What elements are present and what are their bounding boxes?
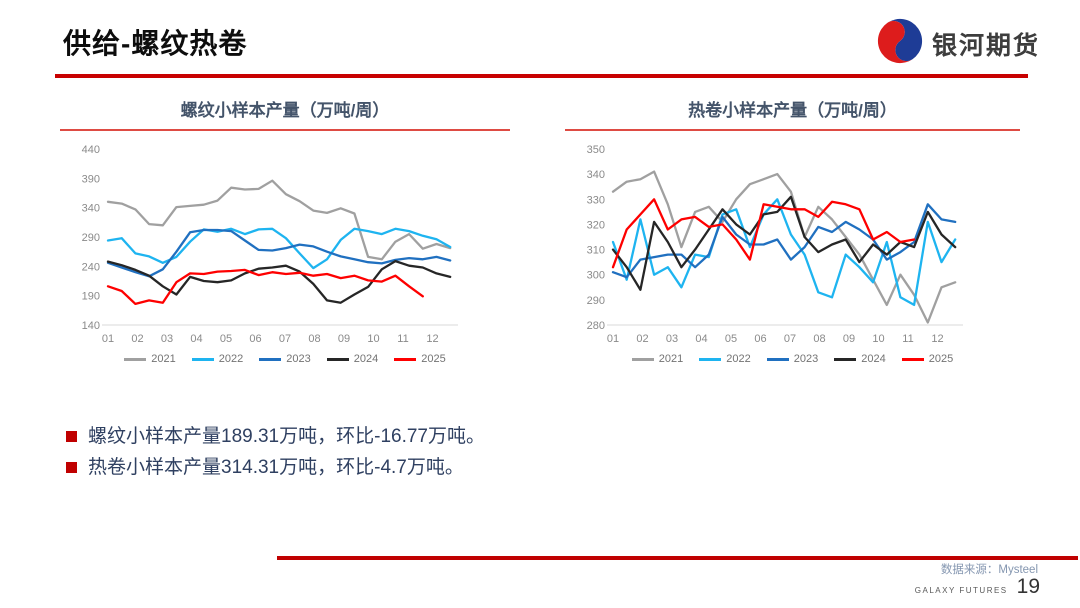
legend-label: 2022: [726, 353, 751, 365]
legend-line-swatch: [631, 357, 654, 361]
legend-item-2025: 2025: [901, 353, 954, 365]
svg-text:04: 04: [190, 333, 202, 345]
svg-text:07: 07: [784, 333, 796, 345]
svg-text:10: 10: [872, 333, 884, 345]
svg-text:280: 280: [587, 320, 605, 332]
legend-label: 2021: [658, 353, 684, 365]
legend-item-2021: 2021: [631, 353, 684, 365]
svg-text:05: 05: [725, 333, 737, 345]
svg-text:11: 11: [902, 333, 913, 345]
svg-text:300: 300: [587, 270, 605, 282]
svg-text:09: 09: [338, 333, 350, 345]
legend-line-swatch: [124, 357, 147, 361]
legend-item-2023: 2023: [259, 353, 311, 365]
svg-text:10: 10: [367, 333, 379, 345]
svg-text:01: 01: [102, 333, 114, 345]
svg-text:06: 06: [754, 333, 766, 345]
legend-item-2024: 2024: [834, 353, 886, 365]
galaxy-swirl-icon: [877, 18, 923, 69]
bullet-text: 热卷小样本产量314.31万吨，环比-4.7万吨。: [88, 457, 464, 478]
logo-text: 银河期货: [931, 31, 1040, 60]
svg-text:340: 340: [82, 203, 100, 215]
svg-text:140: 140: [82, 320, 100, 332]
svg-text:340: 340: [587, 169, 605, 181]
svg-text:08: 08: [813, 333, 825, 345]
legend-line-swatch: [901, 357, 924, 361]
svg-text:04: 04: [695, 333, 707, 345]
svg-text:09: 09: [843, 333, 855, 345]
legend-line-swatch: [699, 357, 722, 361]
takeaway-bullets: 螺纹小样本产量189.31万吨，环比-16.77万吨。 热卷小样本产量314.3…: [66, 421, 485, 483]
svg-text:330: 330: [587, 194, 605, 206]
legend-item-2022: 2022: [191, 353, 244, 365]
svg-text:05: 05: [220, 333, 232, 345]
legend-item-2025: 2025: [394, 353, 446, 365]
legend-line-swatch: [766, 357, 789, 361]
svg-text:03: 03: [161, 333, 173, 345]
footer-brandline: GALAXY FUTURES 19: [915, 575, 1040, 599]
bullet-text: 螺纹小样本产量189.31万吨，环比-16.77万吨。: [88, 426, 485, 447]
hrc-chart-panel: 热卷小样本产量（万吨/周） 350 340 330 320 310 300 290 280 01…: [565, 96, 1020, 365]
bullet-item: 螺纹小样本产量189.31万吨，环比-16.77万吨。: [66, 421, 485, 452]
svg-text:440: 440: [82, 144, 100, 156]
svg-text:310: 310: [587, 245, 605, 257]
legend-label: 2025: [928, 353, 954, 365]
rebar-chart-title: 螺纹小样本产量（万吨/周）: [60, 96, 510, 131]
hrc-chart-legend: 2021 2022 2023 2024 2025: [565, 353, 1020, 365]
legend-item-2023: 2023: [766, 353, 819, 365]
bullet-square-icon: [66, 462, 77, 473]
legend-label: 2022: [218, 353, 244, 365]
legend-label: 2025: [421, 353, 446, 365]
legend-item-2021: 2021: [124, 353, 176, 365]
title-underline: [55, 74, 1028, 78]
svg-text:190: 190: [82, 291, 100, 303]
svg-text:240: 240: [82, 261, 100, 273]
legend-line-swatch: [191, 357, 214, 361]
bullet-square-icon: [66, 431, 77, 442]
legend-line-swatch: [834, 357, 857, 361]
bullet-item: 热卷小样本产量314.31万吨，环比-4.7万吨。: [66, 452, 485, 483]
svg-text:290: 290: [587, 295, 605, 307]
legend-label: 2024: [353, 353, 379, 365]
legend-label: 2021: [151, 353, 176, 365]
svg-text:06: 06: [249, 333, 261, 345]
svg-text:08: 08: [308, 333, 320, 345]
svg-text:02: 02: [636, 333, 648, 345]
legend-line-swatch: [259, 357, 282, 361]
rebar-chart-panel: 螺纹小样本产量（万吨/周） 440 390 340 290 240 190 140 01 02 0…: [60, 96, 510, 365]
page-title: 供给-螺纹热卷: [63, 28, 248, 59]
footer-red-bar: [277, 556, 1078, 560]
svg-text:03: 03: [666, 333, 678, 345]
rebar-chart-legend: 2021 2022 2023 2024 2025: [60, 353, 510, 365]
svg-text:290: 290: [82, 232, 100, 244]
legend-item-2024: 2024: [326, 353, 379, 365]
legend-label: 2023: [793, 353, 819, 365]
page-number: 19: [1016, 575, 1040, 598]
legend-label: 2023: [286, 353, 311, 365]
svg-text:01: 01: [607, 333, 619, 345]
legend-line-swatch: [394, 357, 417, 361]
svg-text:390: 390: [82, 173, 100, 185]
hrc-chart-title: 热卷小样本产量（万吨/周）: [565, 96, 1020, 131]
svg-text:11: 11: [397, 333, 408, 345]
company-logo: 银河期货: [877, 18, 1040, 69]
data-source: 数据来源：Mysteel: [940, 564, 1038, 576]
legend-item-2022: 2022: [699, 353, 751, 365]
legend-line-swatch: [326, 357, 349, 361]
svg-text:02: 02: [131, 333, 143, 345]
svg-text:07: 07: [279, 333, 291, 345]
svg-text:320: 320: [587, 219, 605, 231]
brand-text: GALAXY FUTURES: [914, 586, 1008, 595]
svg-text:12: 12: [426, 333, 438, 345]
legend-label: 2024: [861, 353, 886, 365]
svg-text:12: 12: [931, 333, 943, 345]
svg-text:350: 350: [587, 144, 605, 156]
